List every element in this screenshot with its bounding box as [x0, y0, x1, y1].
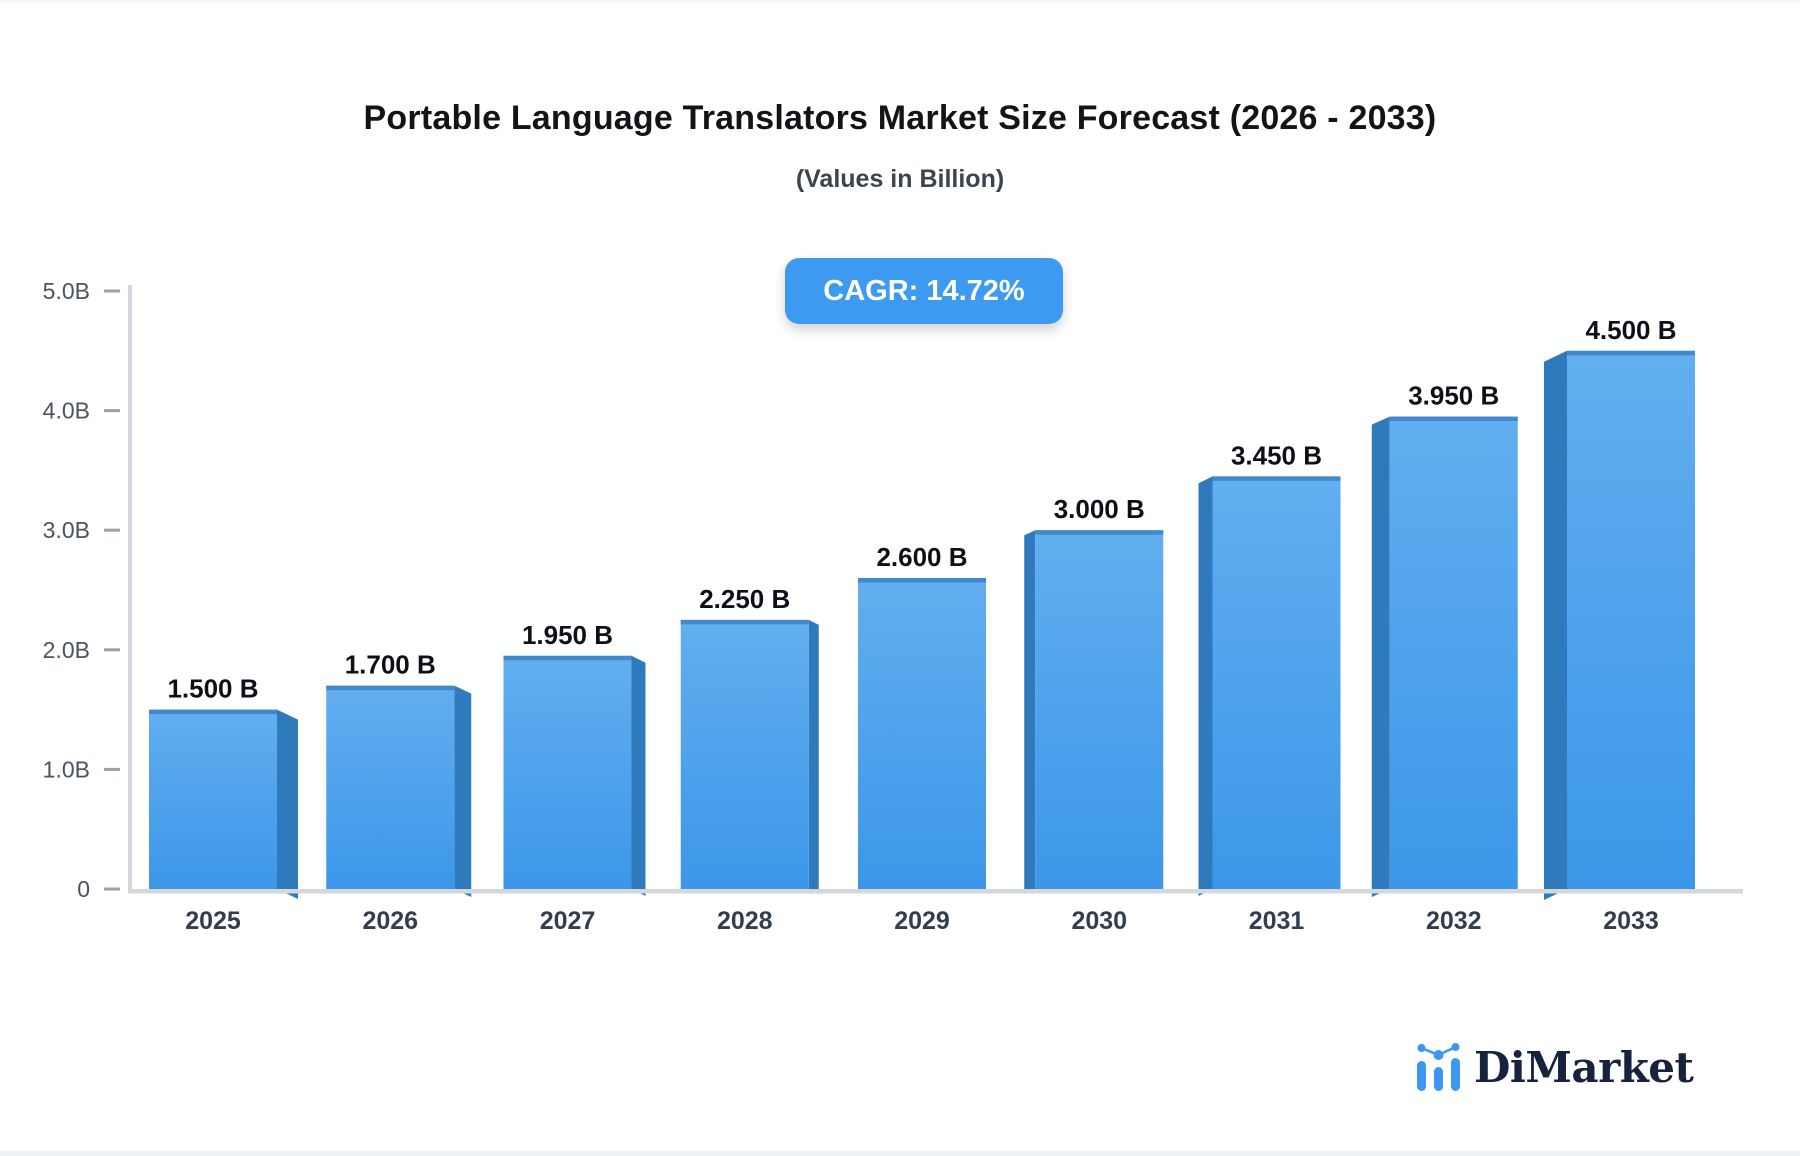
- bar-2030: [1035, 530, 1164, 889]
- bar-side-face-2031: [1198, 476, 1213, 896]
- y-axis-label-4.0B: 4.0B: [43, 398, 90, 424]
- logo-text: DiMarket: [1474, 1042, 1694, 1092]
- bar-2033: [1567, 350, 1695, 889]
- bar-value-label-2030: 3.000 B: [1054, 494, 1145, 524]
- bar-side-face-2030: [1024, 530, 1036, 894]
- chart-title: Portable Language Translators Market Siz…: [363, 99, 1437, 137]
- x-axis-label-2027: 2027: [540, 907, 596, 935]
- cagr-badge: CAGR: 14.72%: [785, 258, 1063, 324]
- x-axis-line: [128, 889, 1743, 894]
- x-axis-label-2032: 2032: [1426, 907, 1482, 935]
- x-axis-label-2028: 2028: [717, 907, 773, 935]
- bar-value-label-2032: 3.950 B: [1408, 381, 1499, 411]
- bar-2032: [1389, 416, 1518, 889]
- bar-top-edge-2028: [680, 619, 809, 625]
- bar-top-edge-2025: [149, 709, 277, 715]
- bar-side-face-2025: [277, 709, 298, 899]
- bar-value-label-2033: 4.500 B: [1585, 315, 1676, 345]
- x-axis-label-2026: 2026: [362, 907, 418, 935]
- y-axis-label-5.0B: 5.0B: [43, 278, 90, 304]
- y-axis-label-3.0B: 3.0B: [43, 517, 90, 543]
- bar-2031: [1212, 476, 1341, 889]
- x-axis-label-2030: 2030: [1071, 907, 1127, 935]
- bar-2026: [326, 685, 455, 889]
- bar-2025: [149, 709, 277, 889]
- bar-value-label-2025: 1.500 B: [167, 674, 258, 704]
- x-axis-label-2031: 2031: [1249, 907, 1305, 935]
- x-axis-label-2025: 2025: [185, 907, 241, 935]
- bar-top-edge-2031: [1212, 476, 1341, 481]
- bar-value-label-2031: 3.450 B: [1231, 440, 1322, 470]
- bar-top-edge-2027: [503, 655, 632, 661]
- bar-top-edge-2032: [1389, 416, 1518, 422]
- x-axis-label-2029: 2029: [894, 907, 950, 935]
- bar-2029: [858, 578, 986, 889]
- bar-side-face-2028: [808, 619, 819, 894]
- bar-chart: 1.500 B 2025 1.700 B 2026 1.950 B 2027 2.250 B…: [43, 278, 1743, 935]
- bar-side-face-2033: [1544, 350, 1567, 900]
- bar-2027: [503, 655, 632, 889]
- bar-top-edge-2029: [858, 578, 986, 583]
- bar-value-label-2026: 1.700 B: [345, 650, 436, 680]
- bar-top-edge-2026: [326, 685, 455, 691]
- y-axis-line: [128, 285, 132, 893]
- bar-side-face-2032: [1371, 416, 1390, 897]
- bar-value-label-2027: 1.950 B: [522, 620, 613, 650]
- y-axis-label-1.0B: 1.0B: [43, 756, 90, 782]
- chart-subtitle: (Values in Billion): [795, 165, 1005, 193]
- bar-top-edge-2033: [1567, 350, 1695, 356]
- bar-value-label-2029: 2.600 B: [876, 542, 967, 572]
- y-axis-label-2.0B: 2.0B: [43, 637, 90, 663]
- dimarket-logo: DiMarket: [1416, 1041, 1694, 1093]
- bar-chart-logo-icon: [1417, 1043, 1460, 1091]
- bar-value-label-2028: 2.250 B: [699, 584, 790, 614]
- x-axis-label-2033: 2033: [1603, 907, 1659, 935]
- cagr-badge-label: CAGR: 14.72%: [823, 274, 1025, 307]
- bar-top-edge-2030: [1035, 530, 1164, 535]
- bar-side-face-2027: [631, 655, 646, 896]
- bar-2028: [680, 619, 809, 889]
- bar-side-face-2026: [454, 685, 472, 897]
- y-axis-label-0: 0: [77, 876, 90, 902]
